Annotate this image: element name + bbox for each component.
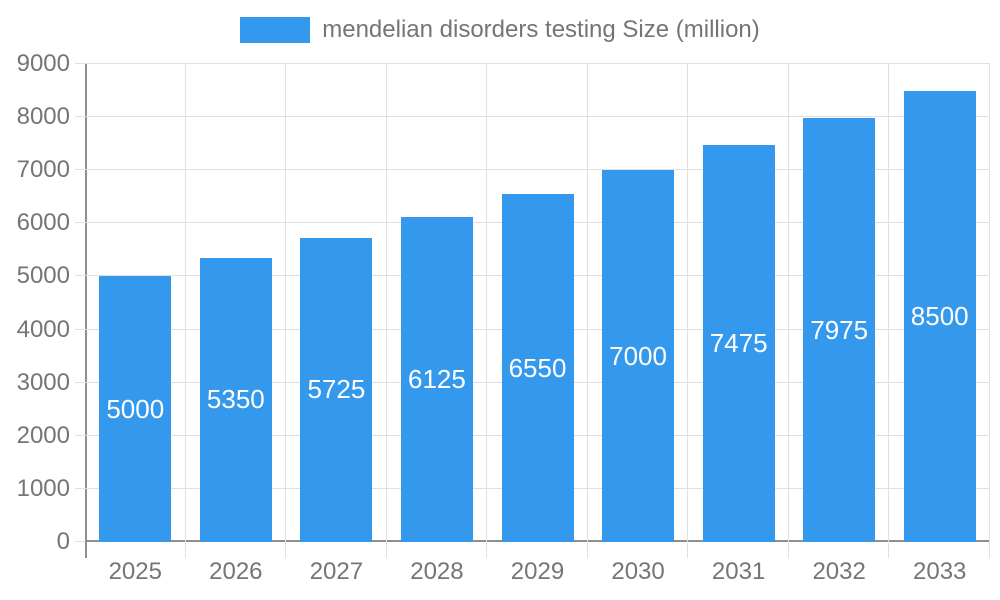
gridline-v bbox=[687, 64, 689, 542]
bar-value-label: 6550 bbox=[508, 352, 567, 383]
y-axis-tick bbox=[75, 63, 85, 64]
bar[interactable]: 7975 bbox=[803, 118, 876, 542]
x-axis-label: 2033 bbox=[913, 558, 967, 585]
gridline-v bbox=[285, 64, 287, 542]
y-axis-label: 9000 bbox=[16, 50, 70, 77]
bar-value-label: 5350 bbox=[206, 384, 265, 415]
x-axis-tick bbox=[385, 542, 387, 558]
gridline-h bbox=[85, 63, 990, 64]
x-axis-label: 2032 bbox=[812, 558, 866, 585]
y-axis-label: 4000 bbox=[16, 315, 70, 343]
y-axis-label: 3000 bbox=[16, 368, 70, 396]
y-axis-tick bbox=[75, 328, 85, 330]
bar[interactable]: 5725 bbox=[300, 237, 373, 542]
bar-value-label: 6125 bbox=[408, 363, 466, 394]
y-axis-tick bbox=[75, 275, 85, 277]
x-axis-label: 2026 bbox=[209, 558, 263, 585]
bar-value-label: 7000 bbox=[609, 340, 667, 371]
x-axis-tick bbox=[586, 542, 588, 558]
gridline-v bbox=[184, 64, 186, 542]
bar-value-label: 7475 bbox=[709, 327, 768, 358]
x-axis-tick bbox=[285, 542, 287, 558]
x-axis-tick bbox=[787, 542, 789, 558]
gridline-v bbox=[486, 64, 488, 542]
y-axis-label: 7000 bbox=[16, 156, 70, 184]
x-axis-tick bbox=[888, 542, 890, 558]
x-axis-label: 2030 bbox=[611, 558, 665, 585]
bar-value-label: 8500 bbox=[910, 300, 969, 331]
x-axis-label: 2025 bbox=[108, 558, 162, 585]
legend-swatch-icon bbox=[240, 17, 311, 43]
bar[interactable]: 7475 bbox=[702, 144, 775, 542]
gridline-v bbox=[888, 64, 890, 542]
y-axis-tick bbox=[75, 116, 85, 118]
bar[interactable]: 7000 bbox=[602, 170, 675, 542]
gridline-v bbox=[586, 64, 588, 542]
y-axis-tick bbox=[75, 169, 85, 171]
x-axis-tick bbox=[85, 542, 87, 558]
gridline-v bbox=[787, 64, 789, 542]
gridline-v bbox=[989, 64, 990, 542]
y-axis-label: 1000 bbox=[16, 474, 70, 502]
legend-item[interactable]: mendelian disorders testing Size (millio… bbox=[0, 16, 1000, 44]
x-axis-label: 2027 bbox=[309, 558, 364, 585]
bar[interactable]: 6125 bbox=[400, 216, 473, 542]
bar-value-label: 5000 bbox=[106, 393, 165, 424]
y-axis-tick bbox=[75, 222, 85, 224]
y-axis-tick bbox=[75, 381, 85, 383]
y-axis-tick bbox=[75, 541, 85, 542]
bar[interactable]: 8500 bbox=[903, 90, 976, 542]
bar-value-label: 7975 bbox=[810, 314, 869, 345]
bar[interactable]: 6550 bbox=[501, 194, 574, 542]
x-axis-tick bbox=[184, 542, 186, 558]
gridline-v bbox=[385, 64, 387, 542]
gridline-h bbox=[85, 169, 990, 171]
x-axis-tick bbox=[989, 542, 990, 558]
x-axis-tick bbox=[486, 542, 488, 558]
bar[interactable]: 5350 bbox=[199, 257, 272, 542]
x-axis-label: 2028 bbox=[410, 558, 464, 585]
y-axis-tick bbox=[75, 434, 85, 436]
x-axis-label: 2029 bbox=[510, 558, 565, 585]
y-axis-label: 6000 bbox=[16, 209, 70, 237]
y-axis-label: 2000 bbox=[16, 421, 70, 449]
y-axis-label: 5000 bbox=[16, 262, 70, 290]
x-axis-label: 2031 bbox=[711, 558, 766, 585]
legend-label: mendelian disorders testing Size (millio… bbox=[322, 16, 760, 43]
y-axis-tick bbox=[75, 487, 85, 489]
y-axis-label: 0 bbox=[56, 528, 70, 555]
gridline-h bbox=[85, 116, 990, 118]
x-axis-tick bbox=[687, 542, 689, 558]
bar[interactable]: 5000 bbox=[99, 276, 172, 542]
y-axis-label: 8000 bbox=[16, 103, 70, 131]
bar-value-label: 5725 bbox=[307, 374, 366, 405]
